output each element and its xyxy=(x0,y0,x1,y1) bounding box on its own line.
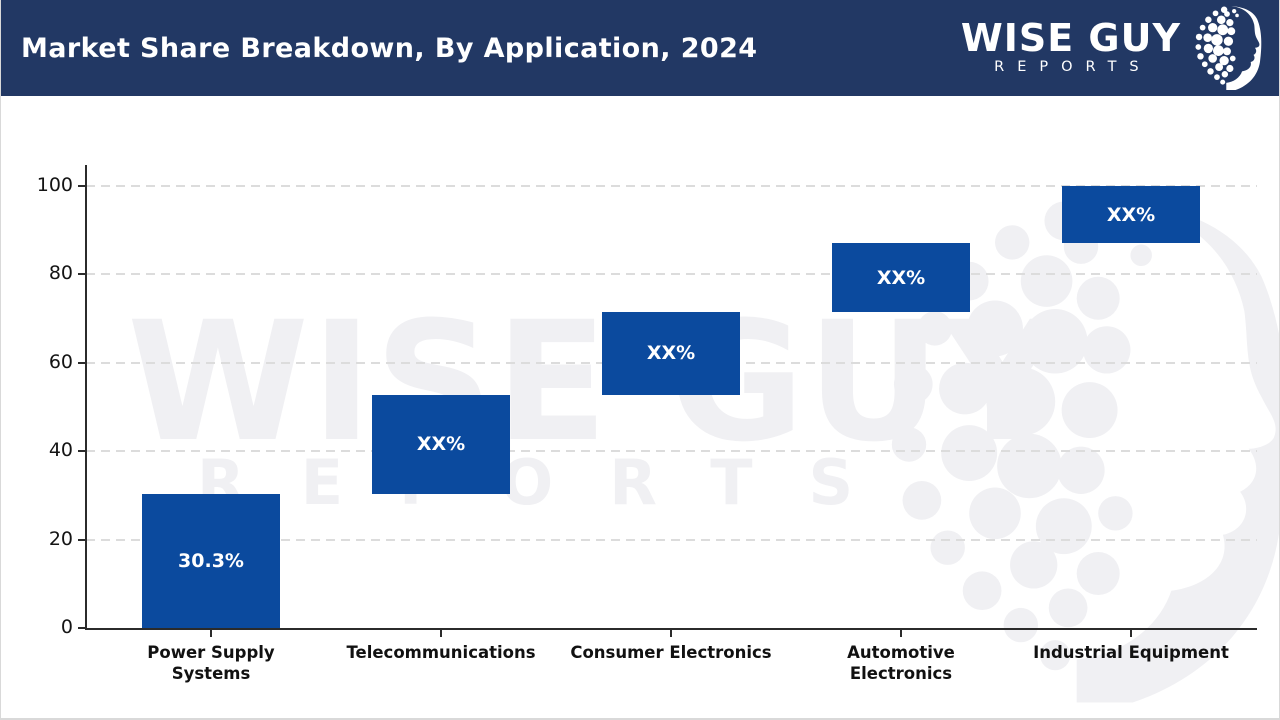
header-background xyxy=(1,0,1279,96)
x-category-label: Automotive Electronics xyxy=(847,643,955,684)
bar: XX% xyxy=(1062,186,1200,244)
y-tick xyxy=(78,185,86,187)
x-tick xyxy=(440,628,442,637)
bar-value-label: XX% xyxy=(416,433,466,456)
bar-value-label: XX% xyxy=(1106,203,1156,226)
plot: 0 20 40 60 80 100 30.3% Power Supply Systems XX%… xyxy=(1,96,1279,718)
bar: XX% xyxy=(372,394,510,495)
y-tick xyxy=(78,273,86,276)
page-title: Market Share Breakdown, By Application, … xyxy=(21,32,758,64)
y-tick-label: 0 xyxy=(60,616,73,638)
wiseguy-face-icon xyxy=(1183,4,1271,90)
x-category-label: Industrial Equipment xyxy=(1033,643,1229,662)
bar: XX% xyxy=(832,243,970,312)
gridline xyxy=(86,185,1257,187)
x-axis xyxy=(85,628,1257,630)
bar-value-label: 30.3% xyxy=(178,550,244,573)
y-tick-label: 60 xyxy=(48,350,73,373)
x-tick xyxy=(670,628,672,637)
brand-logo: WISE GUY REPORTS xyxy=(961,4,1271,90)
y-tick xyxy=(78,361,86,364)
x-tick xyxy=(900,628,902,637)
x-tick xyxy=(1130,628,1132,637)
y-tick-label: 40 xyxy=(48,439,73,462)
y-tick xyxy=(78,450,86,453)
brand-text: WISE GUY REPORTS xyxy=(960,15,1181,76)
bar-value-label: XX% xyxy=(646,342,696,365)
x-category-label: Telecommunications xyxy=(346,643,536,662)
x-category-label: Power Supply Systems xyxy=(147,643,275,684)
y-tick xyxy=(78,627,86,629)
x-category-label: Consumer Electronics xyxy=(570,643,772,662)
bar-value-label: XX% xyxy=(876,266,926,289)
y-tick-label: 80 xyxy=(48,262,73,285)
y-tick-label: 100 xyxy=(36,174,73,196)
x-tick xyxy=(210,628,212,637)
gridline xyxy=(86,538,1257,541)
brand-sub: REPORTS xyxy=(994,59,1152,76)
brand-name: WISE GUY xyxy=(960,15,1181,60)
chart-area: WISE GUY REPORTS 0 20 40 60 80 100 30.3% Power … xyxy=(1,96,1279,718)
y-axis xyxy=(85,165,87,630)
bar: XX% xyxy=(602,311,740,395)
y-tick-label: 20 xyxy=(48,527,73,550)
y-tick xyxy=(78,538,86,541)
watermark-subtext: REPORTS xyxy=(197,446,910,519)
bar: 30.3% xyxy=(142,494,280,628)
gridline xyxy=(86,450,1257,453)
header: Market Share Breakdown, By Application, … xyxy=(1,0,1279,96)
gridline xyxy=(86,273,1257,276)
